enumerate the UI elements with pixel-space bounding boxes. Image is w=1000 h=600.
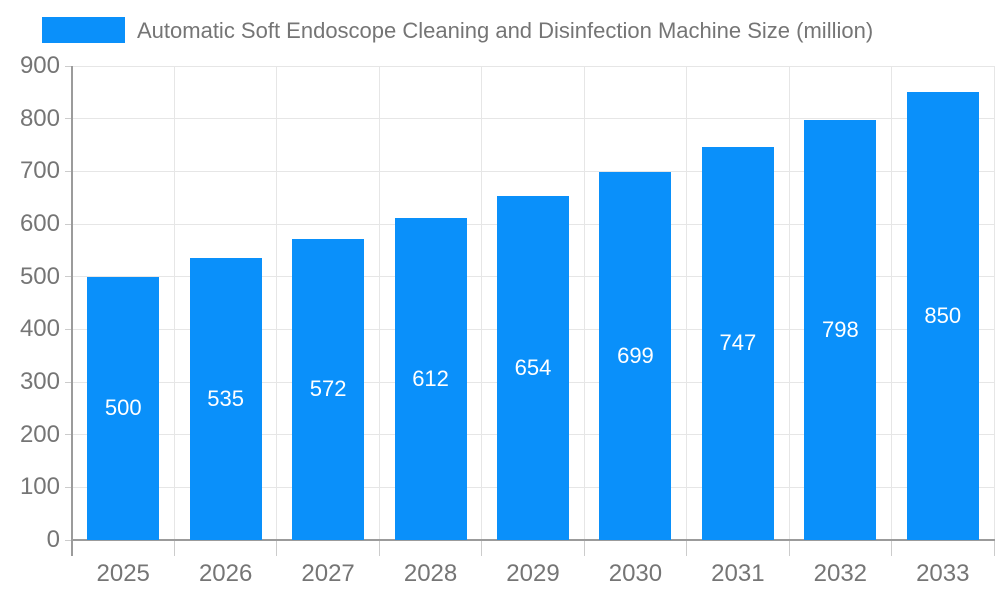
x-axis-tick [378, 541, 380, 556]
y-axis-tick [65, 65, 72, 67]
x-axis-tick [173, 541, 175, 556]
y-axis-label: 800 [19, 104, 60, 132]
y-axis-label: 600 [19, 210, 60, 237]
x-axis-tick [993, 541, 995, 556]
x-axis-line [71, 539, 995, 541]
chart-title: Automatic Soft Endoscope Cleaning and Di… [137, 18, 874, 43]
x-axis-tick [481, 541, 483, 556]
gridline-horizontal [72, 65, 994, 67]
gridline-vertical [891, 66, 893, 540]
bar: 572 [292, 238, 365, 540]
x-axis-label: 2026 [198, 560, 253, 587]
gridline-vertical [173, 66, 175, 540]
bar-value-label: 850 [924, 303, 962, 329]
gridline-vertical [686, 66, 688, 540]
y-axis-tick [65, 434, 72, 436]
gridline-vertical [583, 66, 585, 540]
bar-value-label: 798 [821, 316, 859, 342]
x-axis-label: 2031 [711, 560, 765, 587]
gridline-vertical [993, 66, 995, 540]
y-axis-label: 100 [19, 473, 60, 501]
gridline-vertical [481, 66, 483, 540]
x-axis-label: 2033 [916, 560, 970, 587]
bar: 612 [394, 217, 467, 540]
bar-value-label: 747 [719, 330, 757, 356]
x-axis-label: 2032 [813, 560, 868, 587]
x-axis-tick [583, 541, 585, 556]
bar: 500 [87, 276, 160, 540]
y-axis-tick [65, 381, 72, 383]
bar-value-label: 612 [412, 365, 449, 391]
bar: 535 [189, 258, 262, 540]
gridline-horizontal [72, 170, 994, 172]
y-axis-label: 700 [19, 157, 60, 185]
x-axis-tick [788, 541, 790, 556]
gridline-vertical [276, 66, 278, 540]
x-axis-label: 2028 [403, 560, 458, 587]
y-axis-label: 200 [19, 420, 60, 448]
y-axis-label: 0 [46, 526, 60, 553]
bar-value-label: 572 [309, 376, 347, 402]
bar: 654 [497, 195, 569, 540]
bar: 699 [599, 171, 672, 540]
bar-value-label: 699 [617, 342, 654, 368]
y-axis-tick [65, 328, 72, 330]
y-axis-label: 900 [19, 52, 60, 79]
x-axis-tick [276, 541, 278, 556]
gridline-vertical [788, 66, 790, 540]
bar: 798 [804, 119, 877, 540]
y-axis-tick [65, 276, 72, 278]
y-axis-tick [65, 486, 72, 488]
x-axis-tick [686, 541, 688, 556]
y-axis-label: 500 [19, 262, 60, 290]
x-axis-label: 2027 [301, 560, 355, 587]
bar-value-label: 500 [104, 395, 142, 421]
y-axis-label: 300 [19, 368, 60, 395]
bar-value-label: 654 [514, 354, 552, 380]
legend-swatch [42, 17, 125, 43]
bar: 747 [701, 146, 774, 540]
bar-value-label: 535 [207, 386, 245, 412]
x-axis-tick [891, 541, 893, 556]
y-axis-line [71, 66, 73, 556]
x-axis-label: 2030 [608, 560, 663, 587]
y-axis-tick [65, 118, 72, 120]
bar: 850 [906, 92, 979, 540]
y-axis-tick [65, 170, 72, 172]
x-axis-label: 2029 [506, 560, 560, 587]
gridline-horizontal [72, 118, 994, 120]
x-axis-label: 2025 [96, 560, 150, 587]
y-axis-tick [65, 539, 72, 541]
y-axis-label: 400 [19, 315, 60, 343]
y-axis-tick [65, 223, 72, 225]
gridline-vertical [378, 66, 380, 540]
